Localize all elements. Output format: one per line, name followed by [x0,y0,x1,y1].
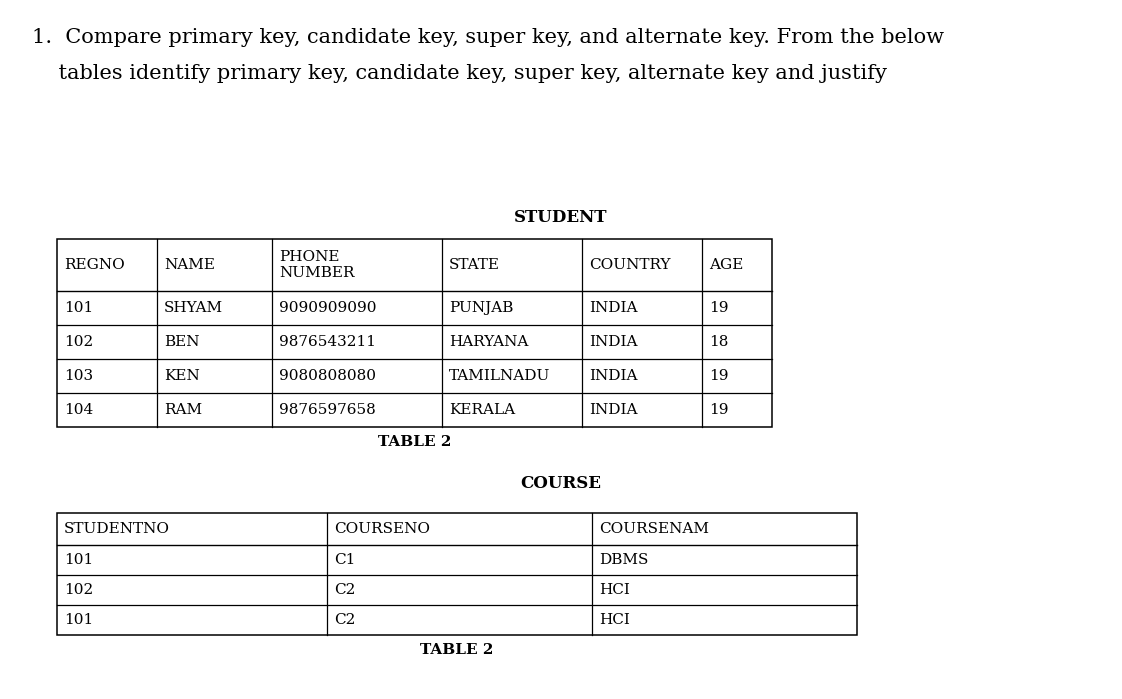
Bar [57,239,772,427]
Text: RAM: RAM [164,403,202,417]
Text: STUDENTNO: STUDENTNO [64,522,171,536]
Text: HCI: HCI [599,583,629,597]
Text: AGE: AGE [709,258,744,272]
Text: HARYANA: HARYANA [449,335,528,349]
Text: INDIA: INDIA [589,301,637,315]
Text: 9876543211: 9876543211 [279,335,376,349]
Text: C2: C2 [334,583,356,597]
Text: COURSENO: COURSENO [334,522,430,536]
Text: 101: 101 [64,553,93,567]
Text: 102: 102 [64,583,93,597]
Text: KERALA: KERALA [449,403,515,417]
Text: C1: C1 [334,553,356,567]
Text: BEN: BEN [164,335,200,349]
Text: TABLE 2: TABLE 2 [421,643,494,657]
Text: COUNTRY: COUNTRY [589,258,671,272]
Text: PUNJAB: PUNJAB [449,301,514,315]
Text: 101: 101 [64,301,93,315]
Text: STATE: STATE [449,258,500,272]
Text: 103: 103 [64,369,93,383]
Text: NAME: NAME [164,258,215,272]
Text: 19: 19 [709,301,728,315]
Text: COURSENAM: COURSENAM [599,522,709,536]
Text: C2: C2 [334,613,356,627]
Text: 19: 19 [709,403,728,417]
Text: 9080808080: 9080808080 [279,369,376,383]
Text: INDIA: INDIA [589,369,637,383]
Text: tables identify primary key, candidate key, super key, alternate key and justify: tables identify primary key, candidate k… [33,64,888,83]
Text: 18: 18 [709,335,728,349]
Text: STUDENT: STUDENT [514,209,608,226]
Text: 19: 19 [709,369,728,383]
Text: SHYAM: SHYAM [164,301,223,315]
Text: INDIA: INDIA [589,403,637,417]
Text: KEN: KEN [164,369,200,383]
Text: INDIA: INDIA [589,335,637,349]
Text: 9876597658: 9876597658 [279,403,376,417]
Bar [57,513,857,635]
Text: 102: 102 [64,335,93,349]
Text: 9090909090: 9090909090 [279,301,377,315]
Text: TABLE 2: TABLE 2 [378,435,451,449]
Text: TAMILNADU: TAMILNADU [449,369,551,383]
Text: 1.  Compare primary key, candidate key, super key, and alternate key. From the b: 1. Compare primary key, candidate key, s… [33,28,944,47]
Text: 101: 101 [64,613,93,627]
Text: REGNO: REGNO [64,258,125,272]
Text: 104: 104 [64,403,93,417]
Text: PHONE
NUMBER: PHONE NUMBER [279,250,355,280]
Text: COURSE: COURSE [521,475,601,492]
Text: DBMS: DBMS [599,553,649,567]
Text: HCI: HCI [599,613,629,627]
